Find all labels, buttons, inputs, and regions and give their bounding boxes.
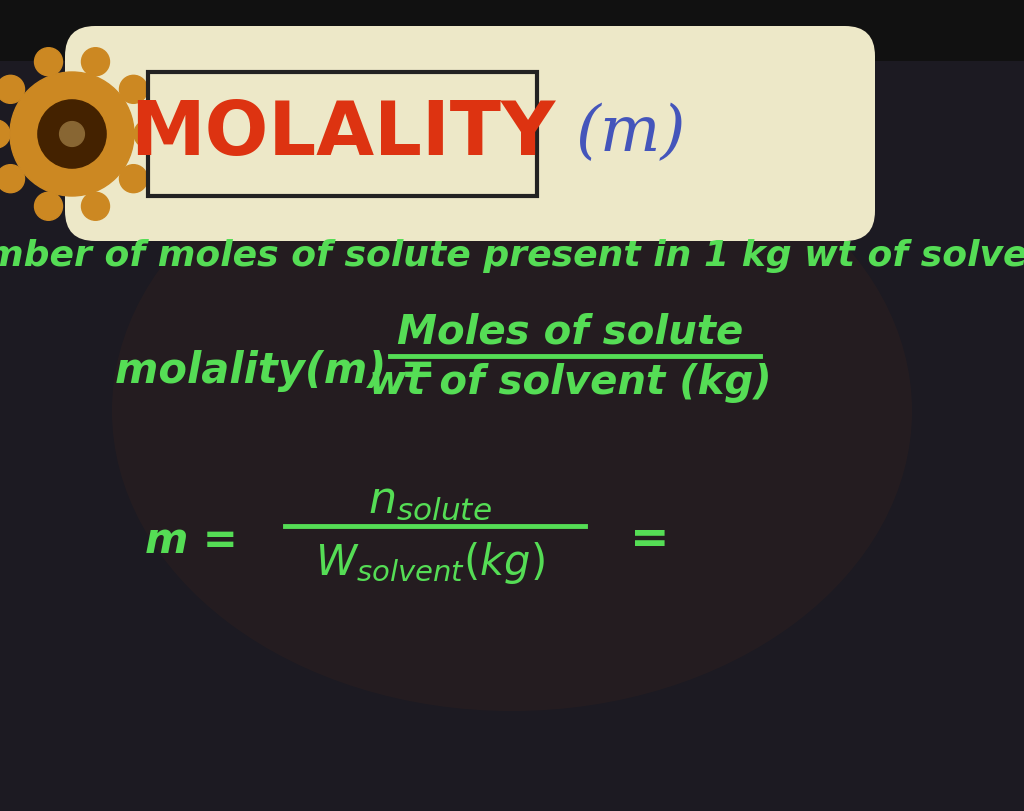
Circle shape bbox=[134, 120, 162, 148]
Circle shape bbox=[59, 122, 84, 147]
Text: Number of moles of solute present in 1 kg wt of solvent: Number of moles of solute present in 1 k… bbox=[0, 239, 1024, 273]
Circle shape bbox=[82, 192, 110, 221]
FancyBboxPatch shape bbox=[65, 26, 874, 241]
Text: MOLALITY: MOLALITY bbox=[130, 97, 555, 170]
Ellipse shape bbox=[112, 111, 912, 711]
Text: Moles of solute: Moles of solute bbox=[397, 313, 743, 353]
Circle shape bbox=[120, 165, 147, 193]
Circle shape bbox=[0, 165, 25, 193]
Text: m =: m = bbox=[145, 520, 238, 562]
Circle shape bbox=[10, 72, 134, 196]
Text: molality(m) =: molality(m) = bbox=[115, 350, 435, 392]
Circle shape bbox=[82, 48, 110, 75]
Text: wt of solvent (kg): wt of solvent (kg) bbox=[369, 363, 771, 403]
Circle shape bbox=[35, 192, 62, 221]
Circle shape bbox=[0, 120, 10, 148]
Polygon shape bbox=[0, 0, 1024, 61]
Text: $\mathit{W}_{solvent}(kg)$: $\mathit{W}_{solvent}(kg)$ bbox=[315, 540, 545, 586]
Circle shape bbox=[0, 75, 25, 103]
Text: (m): (m) bbox=[574, 103, 685, 165]
Text: $\mathit{n}_{solute}$: $\mathit{n}_{solute}$ bbox=[368, 479, 492, 522]
FancyBboxPatch shape bbox=[148, 72, 537, 196]
Circle shape bbox=[38, 100, 106, 168]
Circle shape bbox=[35, 48, 62, 75]
Circle shape bbox=[120, 75, 147, 103]
Text: =: = bbox=[630, 518, 670, 564]
